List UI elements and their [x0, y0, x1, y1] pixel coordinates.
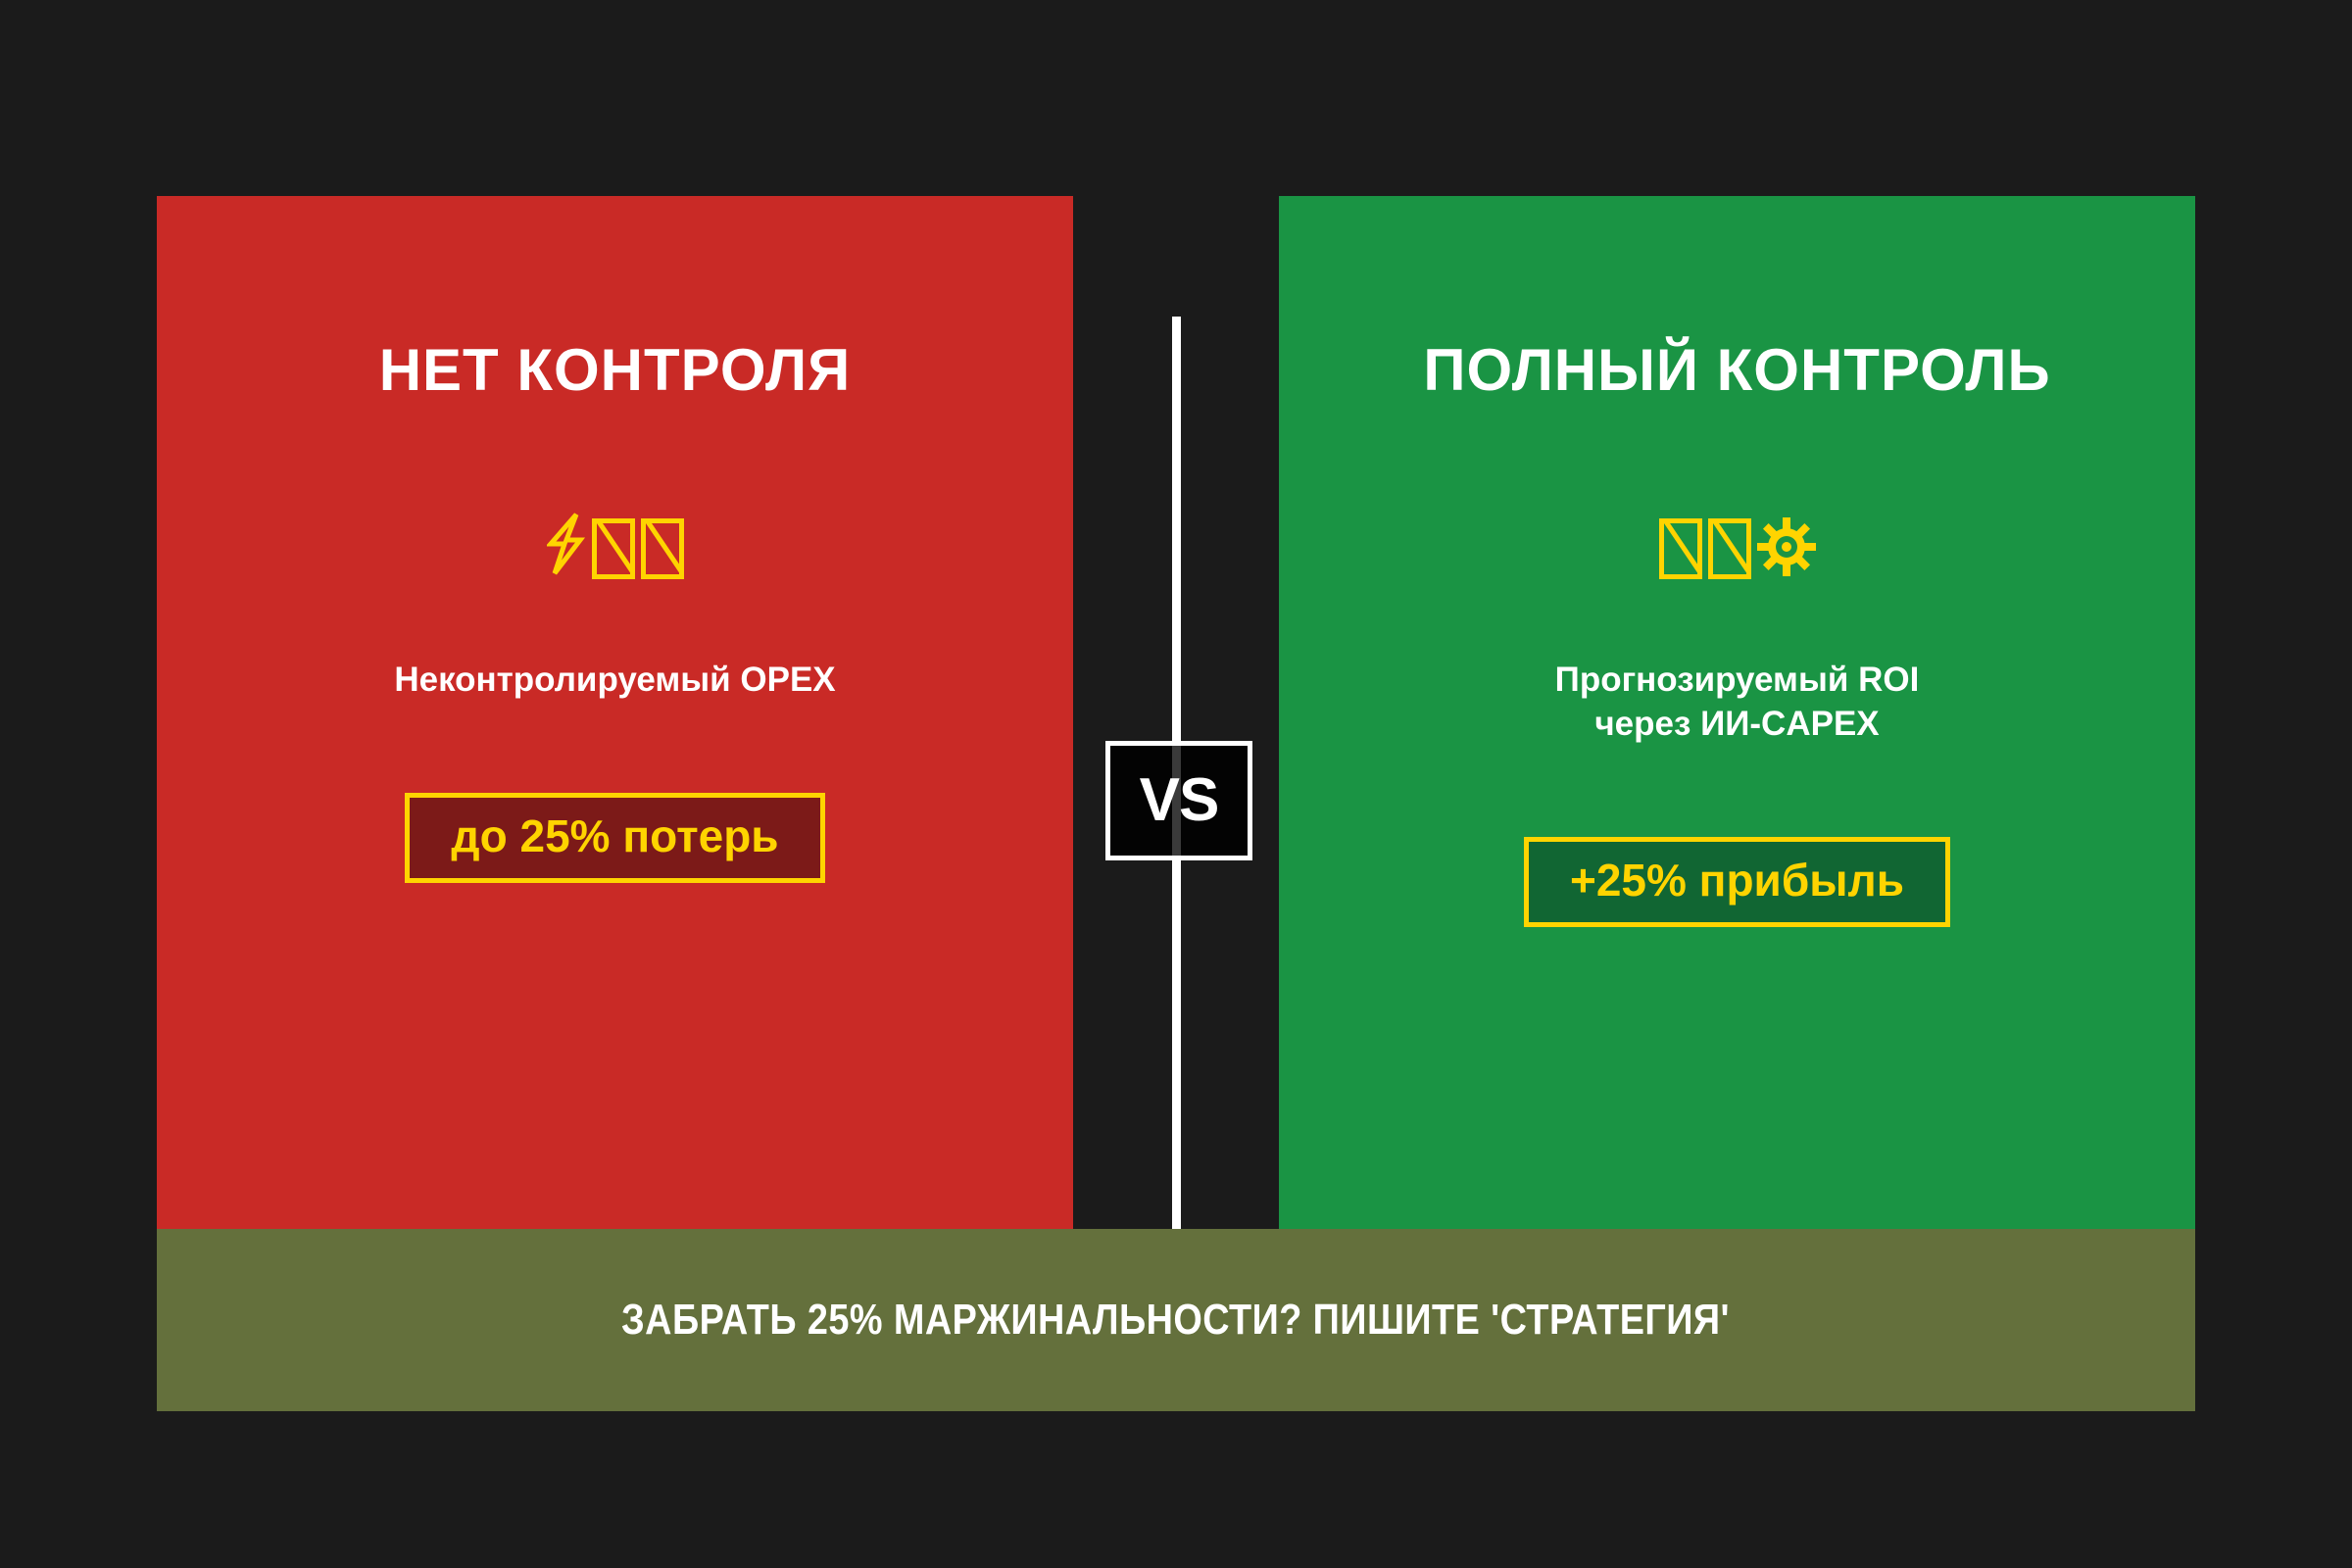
missing-glyph-box-icon [1658, 518, 1702, 579]
call-to-action-banner[interactable]: ЗАБРАТЬ 25% МАРЖИНАЛЬНОСТИ? ПИШИТЕ 'СТРА… [157, 1229, 2195, 1411]
call-to-action-text: ЗАБРАТЬ 25% МАРЖИНАЛЬНОСТИ? ПИШИТЕ 'СТРА… [621, 1296, 1731, 1344]
positive-panel-title: ПОЛНЫЙ КОНТРОЛЬ [1423, 337, 2051, 403]
positive-panel-icon-row [1658, 510, 1816, 588]
positive-panel-subtitle: Прогнозируемый ROI через ИИ-CAPEX [1555, 659, 1920, 747]
positive-subtitle-line-2: через ИИ-CAPEX [1594, 704, 1880, 743]
negative-metric-badge: до 25% потерь [405, 792, 825, 883]
negative-comparison-panel: НЕТ КОНТРОЛЯ Неконтролируемый OPEX до 25… [157, 196, 1073, 1229]
missing-glyph-box-icon [640, 518, 684, 579]
missing-glyph-box-icon [1707, 518, 1751, 579]
positive-metric-badge: +25% прибыль [1523, 836, 1951, 927]
negative-panel-title: НЕТ КОНТРОЛЯ [378, 337, 852, 403]
missing-glyph-box-icon [591, 518, 635, 579]
divider-pass-through [1172, 746, 1181, 856]
lightning-bolt-icon [545, 512, 586, 586]
negative-panel-icon-row [545, 510, 684, 588]
positive-subtitle-line-1: Прогнозируемый ROI [1554, 661, 1920, 699]
gear-icon [1756, 516, 1816, 581]
versus-label: VS [1139, 766, 1220, 834]
negative-panel-subtitle: Неконтролируемый OPEX [394, 661, 836, 699]
versus-badge: VS [1105, 741, 1252, 860]
positive-comparison-panel: ПОЛНЫЙ КОНТРОЛЬ [1279, 196, 2195, 1229]
